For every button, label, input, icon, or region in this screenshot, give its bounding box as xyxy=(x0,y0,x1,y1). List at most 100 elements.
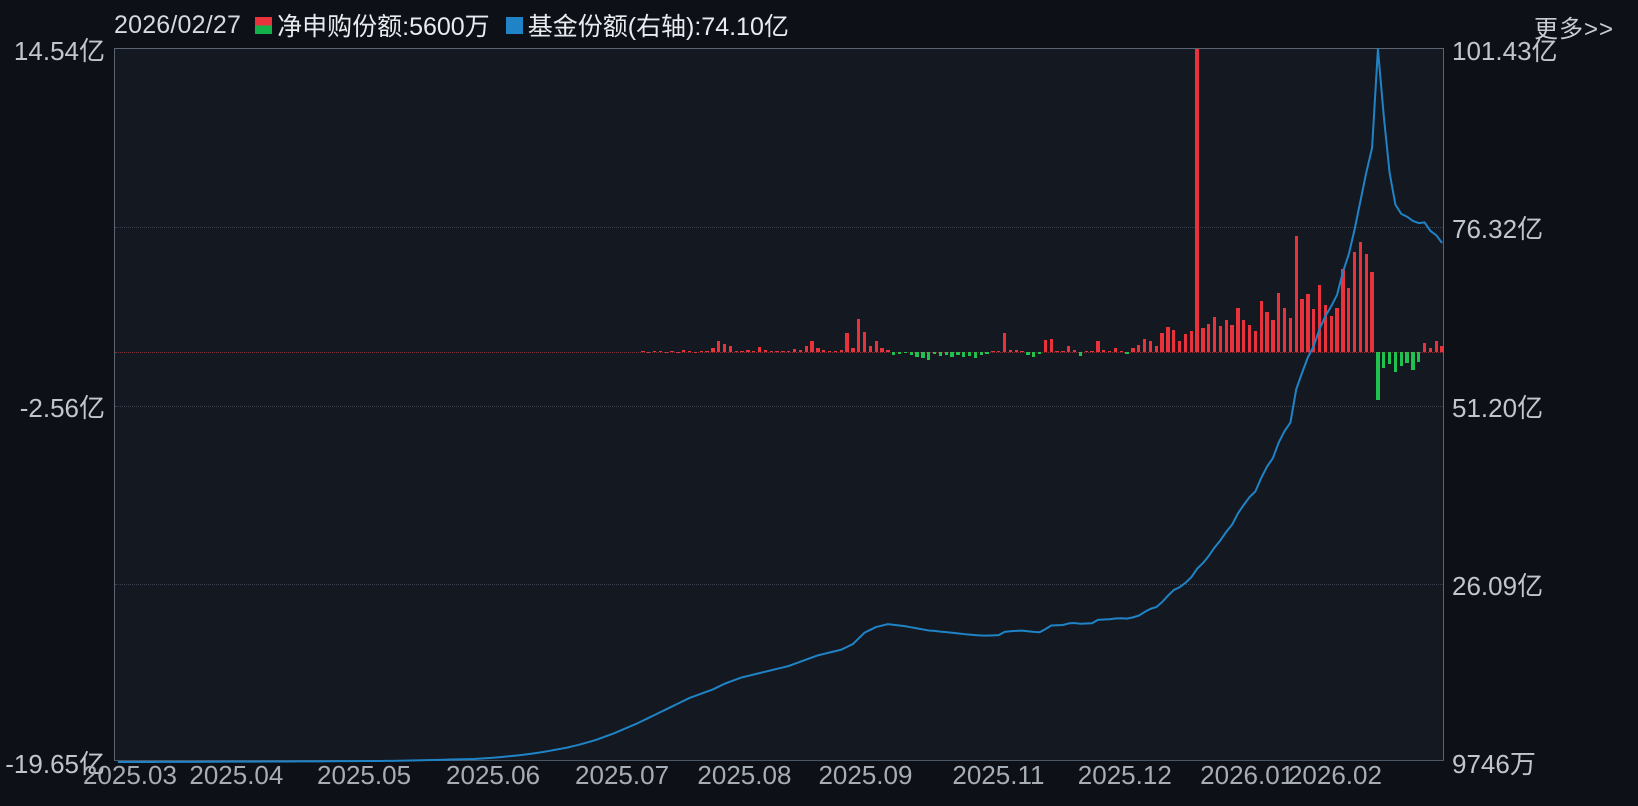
bar-subscription xyxy=(1294,236,1298,353)
bar-subscription xyxy=(728,345,733,353)
right-axis-tick: 51.20亿 xyxy=(1452,392,1544,423)
bar-subscription xyxy=(810,340,814,353)
net-subscription-bars xyxy=(115,49,1444,760)
bar-subscription xyxy=(752,350,756,353)
fund-shares-polyline xyxy=(117,48,1443,764)
gridline xyxy=(115,227,1443,229)
bar-redemption xyxy=(1026,352,1030,356)
right-axis-tick: 9746万 xyxy=(1452,749,1536,779)
x-axis-tick: 2025.08 xyxy=(697,760,792,790)
bar-subscription xyxy=(839,350,843,353)
x-axis-tick: 2026.01 xyxy=(1200,760,1295,790)
gridline xyxy=(115,405,1443,407)
bar-subscription xyxy=(1434,340,1438,353)
bar-subscription xyxy=(851,347,855,353)
net-subscription-swatch-icon xyxy=(255,16,273,34)
fund-shares-swatch-icon xyxy=(505,16,523,34)
bar-subscription xyxy=(775,351,779,353)
left-axis-tick: -2.56亿 xyxy=(19,392,105,423)
plot-area[interactable] xyxy=(114,48,1444,764)
bar-redemption xyxy=(979,352,983,355)
bar-subscription xyxy=(1440,345,1444,353)
bar-subscription xyxy=(1259,301,1263,353)
bar-subscription xyxy=(880,348,884,353)
bar-subscription xyxy=(1154,345,1158,353)
bar-subscription xyxy=(1230,325,1234,353)
bar-subscription xyxy=(1183,334,1188,353)
bar-subscription xyxy=(1119,351,1123,353)
bar-subscription xyxy=(1166,327,1170,353)
bar-subscription xyxy=(763,350,768,353)
bar-subscription xyxy=(641,351,645,353)
bar-redemption xyxy=(1399,352,1403,366)
bar-redemption xyxy=(1078,352,1083,356)
bar-subscription xyxy=(717,341,721,353)
bar-subscription xyxy=(746,349,750,353)
bar-redemption xyxy=(927,352,931,361)
bar-subscription xyxy=(1247,325,1252,353)
bar-subscription xyxy=(664,351,668,353)
bar-subscription xyxy=(1306,293,1310,353)
right-axis-tick: 76.32亿 xyxy=(1452,214,1544,245)
bar-subscription xyxy=(1288,317,1293,353)
bar-redemption xyxy=(967,352,972,356)
bar-subscription xyxy=(1428,348,1433,353)
bar-subscription xyxy=(769,350,773,353)
bar-subscription xyxy=(1335,308,1339,353)
bar-subscription xyxy=(816,348,820,353)
bar-subscription xyxy=(1067,345,1071,353)
legend-item-net-subscription-label: 净申购份额:5600万 xyxy=(277,13,490,41)
bar-redemption xyxy=(921,352,925,359)
bar-subscription xyxy=(1107,350,1112,353)
bar-subscription xyxy=(1189,331,1193,353)
more-link[interactable]: 更多>> xyxy=(1533,16,1614,43)
bar-subscription xyxy=(1201,328,1205,353)
bar-redemption xyxy=(1387,352,1392,364)
fund-shares-line xyxy=(117,48,1443,764)
legend-item-fund-shares[interactable]: 基金份额(右轴):74.10亿 xyxy=(505,7,789,43)
bar-subscription xyxy=(862,332,867,353)
bar-subscription xyxy=(647,351,651,353)
bar-subscription xyxy=(722,344,727,353)
bar-subscription xyxy=(804,345,808,353)
bar-subscription xyxy=(1253,331,1258,353)
bar-subscription xyxy=(1131,348,1135,353)
bar-subscription xyxy=(1195,49,1199,353)
bar-redemption xyxy=(1417,352,1421,362)
bar-subscription xyxy=(1137,344,1141,353)
bar-subscription xyxy=(845,333,849,353)
bar-subscription xyxy=(1084,351,1088,353)
bar-subscription xyxy=(792,349,797,353)
bar-subscription xyxy=(1271,319,1275,353)
right-axis-tick: 26.09亿 xyxy=(1452,570,1544,601)
bar-subscription xyxy=(682,349,686,353)
bar-redemption xyxy=(1411,352,1415,370)
bar-subscription xyxy=(1329,315,1333,353)
bar-redemption xyxy=(1376,352,1380,401)
x-axis-tick: 2025.12 xyxy=(1077,760,1172,790)
bar-subscription xyxy=(1008,349,1013,353)
bar-subscription xyxy=(1265,311,1269,353)
bar-subscription xyxy=(1014,350,1018,353)
legend-item-net-subscription[interactable]: 净申购份额:5600万 xyxy=(255,7,490,43)
bar-subscription xyxy=(1172,330,1176,353)
bar-subscription xyxy=(687,351,692,353)
chart-header: 2026/02/27 净申购份额:5600万 基金份额(右轴):74.10亿 更… xyxy=(0,0,1638,48)
bar-subscription xyxy=(1142,338,1147,353)
bar-subscription xyxy=(1160,333,1164,353)
bar-subscription xyxy=(1096,340,1100,353)
bar-redemption xyxy=(956,352,960,356)
bar-subscription xyxy=(699,350,703,353)
bar-subscription xyxy=(781,350,785,353)
bar-subscription xyxy=(1277,292,1281,353)
legend-item-fund-shares-label: 基金份额(右轴):74.10亿 xyxy=(527,13,789,41)
bar-subscription xyxy=(1061,351,1065,353)
bar-subscription xyxy=(827,350,832,353)
bar-subscription xyxy=(1224,319,1228,353)
bar-subscription xyxy=(1020,350,1024,353)
bar-redemption xyxy=(932,352,937,355)
bar-redemption xyxy=(985,352,989,354)
bar-subscription xyxy=(1090,350,1094,353)
bar-subscription xyxy=(997,351,1001,353)
bar-redemption xyxy=(973,352,978,359)
